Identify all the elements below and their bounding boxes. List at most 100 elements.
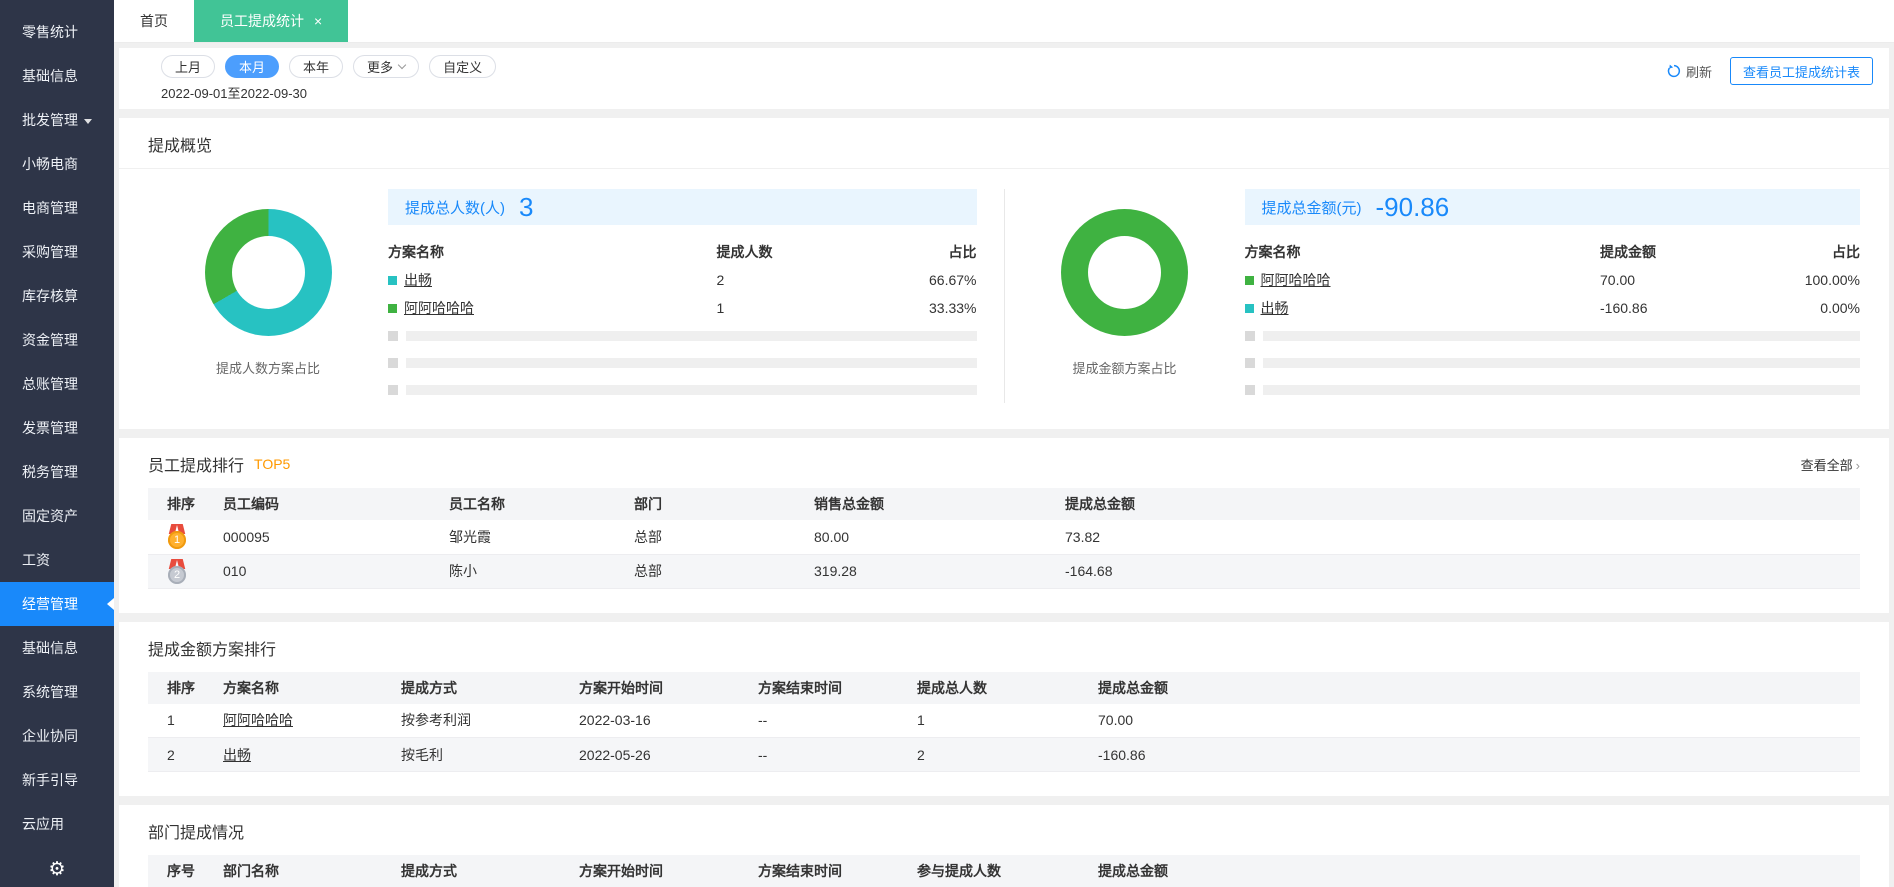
sidebar-item-wholesale[interactable]: 批发管理 [0,98,114,142]
amount-summary-value: -90.86 [1375,192,1450,222]
gear-icon[interactable]: ⚙ [48,859,66,880]
department-commission-table-wrap: 序号 部门名称 提成方式 方案开始时间 方案结束时间 参与提成人数 提成总金额 [119,855,1889,887]
people-summary-value: 3 [519,192,534,222]
people-scheme-table: 方案名称 提成人数 占比 出畅 2 66.67% [388,238,977,403]
sidebar-item-tax[interactable]: 税务管理 [22,464,78,480]
department: 总部 [615,520,795,555]
skeleton-row [1244,322,1860,349]
people-stats: 提成总人数(人) 3 方案名称 提成人数 占比 出畅 [388,189,1004,403]
department-commission-table: 序号 部门名称 提成方式 方案开始时间 方案结束时间 参与提成人数 提成总金额 [148,855,1860,887]
skeleton-row [1244,349,1860,376]
silver-medal-icon: 2 [167,559,187,584]
skeleton-bar [406,330,977,341]
table-header-row: 排序 方案名称 提成方式 方案开始时间 方案结束时间 提成总人数 提成总金额 [148,671,1860,704]
department-commission-card: 部门提成情况 序号 部门名称 提成方式 方案开始时间 方案结束时间 [119,805,1889,887]
col-commission-method: 提成方式 [382,855,560,887]
scheme-row: 阿阿哈哈哈 1 33.33% [388,294,977,322]
amount-donut-caption: 提成金额方案占比 [1072,361,1177,376]
last-month-button[interactable]: 上月 [161,55,216,78]
scheme-share: 0.00% [1820,300,1860,316]
skeleton-dot [1244,330,1255,341]
col-total-amount: 提成总金额 [1079,671,1860,704]
sidebar-item-system[interactable]: 系统管理 [22,684,78,700]
total-sales: 80.00 [795,520,1046,555]
chevron-down-icon [84,118,92,124]
commission-overview-card: 提成概览 提成人数方案占比 提成总人数(人) 3 [119,118,1889,429]
tab-employee-commission-stats[interactable]: 员工提成统计 × [194,0,349,42]
scheme-link[interactable]: 阿阿哈哈哈 [1260,272,1331,288]
people-summary-bar: 提成总人数(人) 3 [388,189,977,225]
col-rank: 排序 [148,671,204,704]
sidebar-item-invoices[interactable]: 发票管理 [22,420,78,436]
sidebar-item-general-ledger[interactable]: 总账管理 [22,376,78,392]
scheme-link[interactable]: 阿阿哈哈哈 [404,300,474,316]
col-rank: 排序 [148,488,204,520]
total-amount: -160.86 [1079,737,1860,772]
sidebar-item-ecommerce[interactable]: 电商管理 [22,200,78,216]
scheme-link[interactable]: 出畅 [223,746,251,763]
amount-overview: 提成金额方案占比 提成总金额(元) -90.86 方案名称 提成金额 [1005,189,1860,403]
chevron-right-icon: › [1855,457,1860,473]
legend-dot-icon [388,275,397,285]
skeleton-bar [406,384,977,395]
sidebar-item-payroll[interactable]: 工资 [22,552,50,568]
employee-ranking-title: 员工提成排行 [148,458,245,475]
commission-method: 按参考利润 [382,703,560,738]
sidebar-item-basic-info-2[interactable]: 基础信息 [22,640,78,656]
skeleton-dot [1244,357,1255,368]
top5-badge: TOP5 [254,456,291,472]
this-month-button[interactable]: 本月 [225,55,280,78]
view-all-link[interactable]: 查看全部 › [1801,455,1860,474]
scheme-share: 66.67% [929,272,977,288]
sidebar-item-operations[interactable]: 经营管理 [0,582,114,626]
col-total-commission: 提成总金额 [1046,488,1860,520]
col-start-date: 方案开始时间 [560,855,739,887]
sidebar-item-fixed-assets[interactable]: 固定资产 [22,508,78,524]
scheme-link[interactable]: 阿阿哈哈哈 [223,712,293,729]
refresh-button[interactable]: 刷新 [1667,62,1712,81]
sidebar-item-basic-info[interactable]: 基础信息 [22,68,78,84]
sidebar-item-cloud-apps[interactable]: 云应用 [22,816,64,832]
close-icon[interactable]: × [314,13,323,29]
start-date: 2022-03-16 [560,703,739,738]
overview-header: 提成概览 [119,118,1889,169]
total-sales: 319.28 [795,554,1046,589]
scheme-ranking-header: 提成金额方案排行 [119,622,1889,672]
refresh-icon [1667,64,1680,78]
table-header-row: 方案名称 提成人数 占比 [388,238,977,266]
table-header-row: 排序 员工编码 员工名称 部门 销售总金额 提成总金额 [148,488,1860,520]
col-scheme-name: 方案名称 [388,244,444,260]
col-start-date: 方案开始时间 [560,671,739,704]
scheme-link[interactable]: 出畅 [1260,300,1289,316]
sidebar-item-purchasing[interactable]: 采购管理 [22,244,78,260]
col-total-sales: 销售总金额 [795,488,1046,520]
overview-body: 提成人数方案占比 提成总人数(人) 3 方案名称 提成人数 [119,169,1889,429]
legend-dot-icon [1244,303,1254,313]
table-row: 2 出畅 按毛利 2022-05-26 -- 2 -160.86 [148,737,1860,772]
this-year-button[interactable]: 本年 [289,55,344,78]
sidebar-item-retail-stats[interactable]: 零售统计 [22,24,78,40]
col-employee-code: 员工编码 [204,488,430,520]
more-label: 更多 [367,60,394,75]
start-date: 2022-05-26 [560,737,739,772]
skeleton-row [388,349,977,376]
view-commission-report-button[interactable]: 查看员工提成统计表 [1729,57,1873,85]
employee-code: 000095 [204,520,430,555]
scheme-amount: 70.00 [1600,272,1636,288]
skeleton-bar [1262,330,1860,341]
tab-home[interactable]: 首页 [140,13,168,29]
sidebar-item-xiaochang-ecommerce[interactable]: 小畅电商 [22,156,78,172]
people-donut-chart [204,209,332,336]
scheme-ranking-title: 提成金额方案排行 [148,641,277,659]
more-button[interactable]: 更多 [353,55,420,78]
custom-range-button[interactable]: 自定义 [429,55,497,78]
col-department-name: 部门名称 [204,855,382,887]
total-people: 2 [898,737,1079,772]
sidebar-item-inventory[interactable]: 库存核算 [22,288,78,304]
commission-method: 按毛利 [382,737,560,772]
sidebar-item-beginner-guide[interactable]: 新手引导 [22,772,78,788]
skeleton-dot [388,330,398,341]
sidebar-item-enterprise-collab[interactable]: 企业协同 [22,728,78,744]
sidebar-item-funds[interactable]: 资金管理 [22,332,78,348]
scheme-link[interactable]: 出畅 [404,272,432,288]
